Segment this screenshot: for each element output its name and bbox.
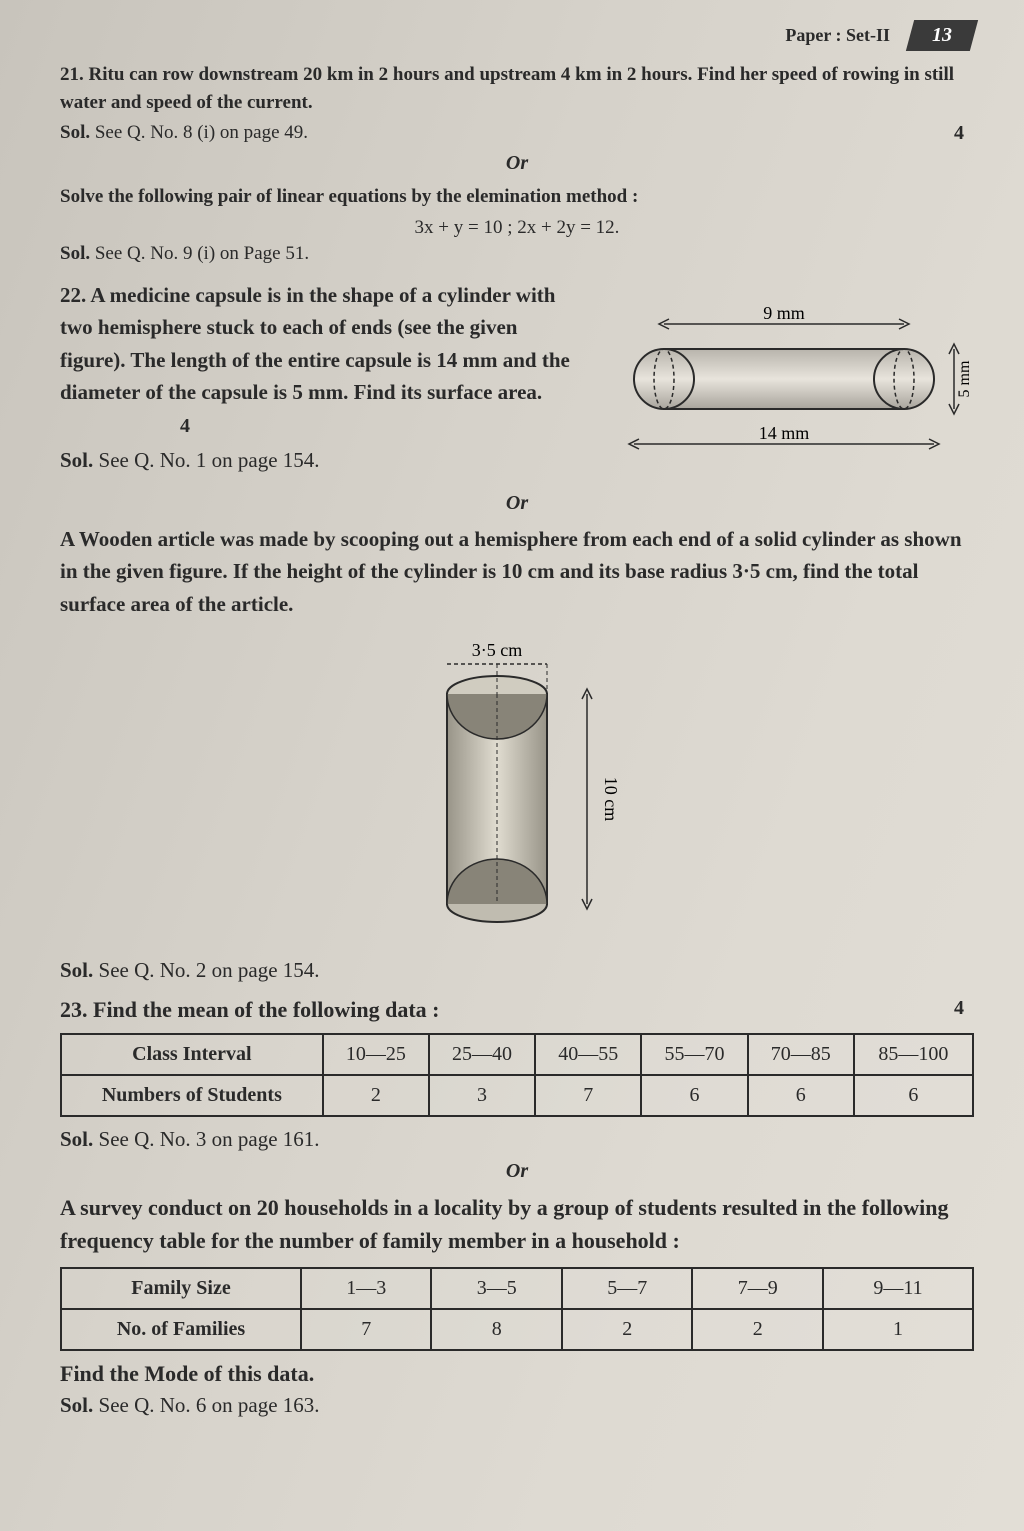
- q23-marks: 4: [954, 997, 964, 1020]
- capsule-14mm-label: 14 mm: [759, 423, 810, 443]
- capsule-9mm-label: 9 mm: [763, 303, 805, 323]
- q21-alt-solution: Sol. See Q. No. 9 (i) on Page 51.: [60, 243, 974, 265]
- q21-equation: 3x + y = 10 ; 2x + 2y = 12.: [60, 217, 974, 239]
- row-header: Class Interval: [61, 1034, 323, 1075]
- paper-label: Paper : Set-II: [785, 25, 890, 46]
- mean-data-table: Class Interval 10—25 25—40 40—55 55—70 7…: [60, 1033, 974, 1117]
- question-22: 22. A medicine capsule is in the shape o…: [60, 279, 974, 984]
- row-header: No. of Families: [61, 1309, 301, 1350]
- table-row: Family Size 1—3 3—5 5—7 7—9 9—11: [61, 1268, 973, 1309]
- q23-alt-solution: Sol. See Q. No. 6 on page 163.: [60, 1393, 974, 1418]
- q22-number: 22.: [60, 283, 86, 307]
- q21-number: 21.: [60, 64, 84, 85]
- cylinder-figure: 3·5 cm 10 cm: [60, 634, 974, 944]
- q23-text: Find the mean of the following data :: [93, 997, 440, 1022]
- q21-alt-text: Solve the following pair of linear equat…: [60, 186, 638, 207]
- capsule-figure: 9 mm 14 mm 5 mm: [594, 279, 974, 484]
- table-row: Numbers of Students 2 3 7 6 6 6: [61, 1075, 973, 1116]
- q21-or: Or: [60, 152, 974, 175]
- q22-alt-solution: Sol. See Q. No. 2 on page 154.: [60, 958, 974, 983]
- exam-page: Paper : Set-II 13 21. Ritu can row downs…: [0, 0, 1024, 1531]
- capsule-5mm-label: 5 mm: [956, 360, 973, 397]
- q21-solution: Sol. See Q. No. 8 (i) on page 49. 4: [60, 122, 974, 144]
- cylinder-radius-label: 3·5 cm: [472, 640, 522, 660]
- table-row: Class Interval 10—25 25—40 40—55 55—70 7…: [61, 1034, 973, 1075]
- q22-solution: Sol. See Q. No. 1 on page 154.: [60, 448, 574, 473]
- q21-marks: 4: [954, 122, 964, 145]
- table-row: No. of Families 7 8 2 2 1: [61, 1309, 973, 1350]
- page-number-badge: 13: [906, 20, 978, 51]
- q23-final: Find the Mode of this data.: [60, 1361, 974, 1387]
- q22-text: A medicine capsule is in the shape of a …: [60, 283, 570, 405]
- mode-data-table: Family Size 1—3 3—5 5—7 7—9 9—11 No. of …: [60, 1267, 974, 1351]
- q21-text: Ritu can row downstream 20 km in 2 hours…: [60, 64, 954, 113]
- question-23: 23. Find the mean of the following data …: [60, 997, 974, 1418]
- page-header: Paper : Set-II 13: [60, 20, 974, 51]
- cylinder-height-label: 10 cm: [601, 777, 621, 822]
- q22-alt-text: A Wooden article was made by scooping ou…: [60, 527, 962, 616]
- q23-alt-text: A survey conduct on 20 households in a l…: [60, 1195, 949, 1253]
- q22-marks: 4: [180, 415, 190, 437]
- q23-number: 23.: [60, 997, 88, 1022]
- row-header: Numbers of Students: [61, 1075, 323, 1116]
- row-header: Family Size: [61, 1268, 301, 1309]
- q23-or: Or: [60, 1160, 974, 1183]
- question-21: 21. Ritu can row downstream 20 km in 2 h…: [60, 61, 974, 265]
- q22-or: Or: [60, 492, 974, 515]
- q23-solution: Sol. See Q. No. 3 on page 161.: [60, 1127, 974, 1152]
